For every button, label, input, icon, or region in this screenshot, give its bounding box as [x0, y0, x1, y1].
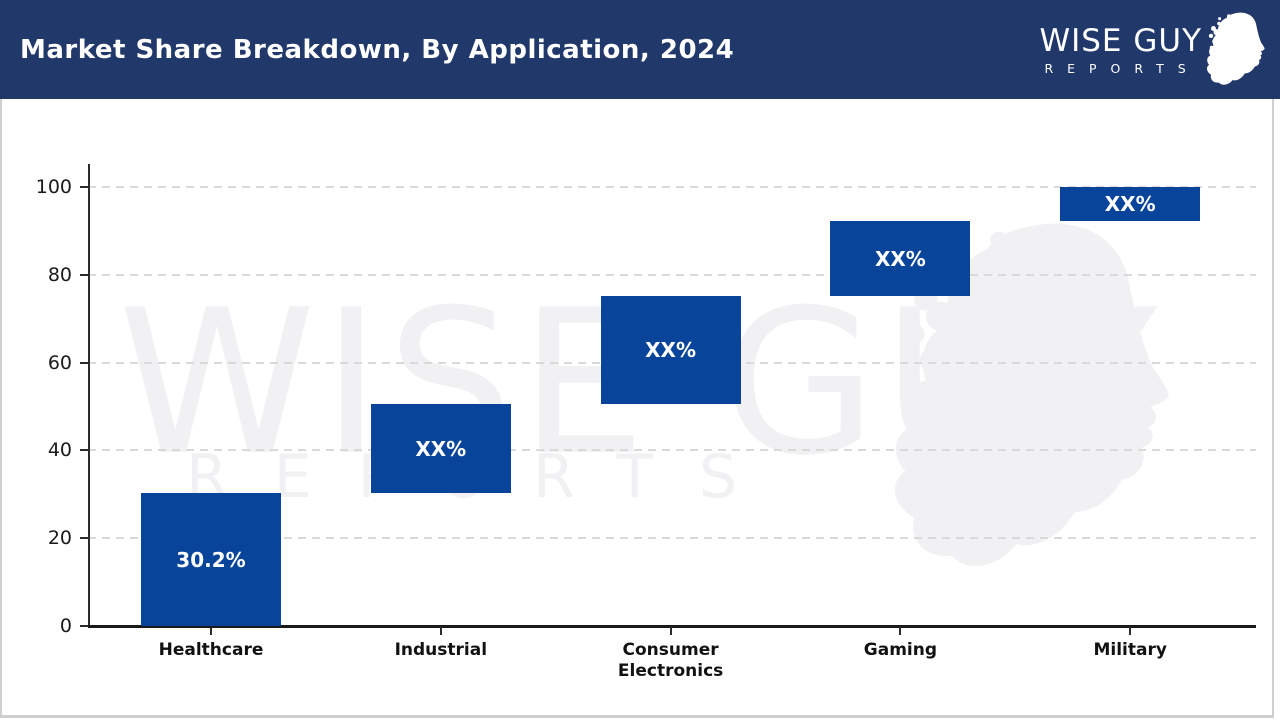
- gridline-40: [88, 449, 1256, 452]
- wise-guy-face-icon: [1206, 12, 1265, 85]
- y-tick-60: [80, 361, 88, 364]
- bar-military: XX%: [1060, 187, 1201, 222]
- x-axis-line: [88, 625, 1256, 628]
- y-tick-label-20: 20: [47, 527, 72, 550]
- y-tick-0: [80, 625, 88, 627]
- x-tick-consumer-electronics: [669, 627, 672, 635]
- y-axis-line: [88, 164, 90, 628]
- logo-wordmark: WISE GUY: [1039, 23, 1202, 60]
- y-tick-label-60: 60: [47, 351, 72, 374]
- x-tick-label-consumer-electronics: Consumer Electronics: [617, 640, 724, 681]
- wise-guy-logo: WISE GUY REPORTS: [1039, 7, 1266, 93]
- logo-subtitle: REPORTS: [1044, 60, 1200, 76]
- x-tick-label-military: Military: [1093, 640, 1167, 660]
- bar-label-industrial: XX%: [415, 436, 467, 461]
- x-tick-military: [1129, 627, 1132, 635]
- x-tick-label-industrial: Industrial: [394, 640, 488, 660]
- x-tick-label-gaming: Gaming: [863, 640, 938, 660]
- bottom-border: [0, 715, 1274, 718]
- logo-text: WISE GUY REPORTS: [1039, 24, 1202, 75]
- bar-consumer-electronics: XX%: [600, 295, 741, 405]
- bar-label-consumer-electronics: XX%: [645, 338, 697, 363]
- bar-gaming: XX%: [830, 221, 971, 296]
- y-tick-label-100: 100: [35, 176, 72, 198]
- y-tick-label-0: 0: [59, 615, 72, 637]
- bar-label-gaming: XX%: [874, 246, 926, 271]
- x-tick-gaming: [899, 627, 902, 635]
- header: Market Share Breakdown, By Application, …: [0, 0, 1280, 99]
- y-tick-label-40: 40: [47, 439, 72, 462]
- y-tick-80: [80, 273, 88, 276]
- bar-healthcare: 30.2%: [141, 493, 281, 626]
- gridline-100: [88, 186, 1256, 188]
- bar-label-healthcare: 30.2%: [176, 547, 246, 572]
- y-tick-label-80: 80: [47, 263, 72, 286]
- gridline-80: [88, 273, 1256, 276]
- y-tick-40: [80, 449, 88, 452]
- gridline-20: [88, 537, 1256, 540]
- right-border: [1272, 99, 1274, 717]
- x-tick-healthcare: [210, 627, 212, 635]
- page-title: Market Share Breakdown, By Application, …: [20, 34, 735, 65]
- bar-label-military: XX%: [1104, 192, 1156, 217]
- y-tick-20: [80, 537, 88, 540]
- left-border: [0, 99, 2, 717]
- bar-industrial: XX%: [370, 404, 511, 494]
- x-tick-industrial: [439, 627, 442, 635]
- x-tick-label-healthcare: Healthcare: [158, 640, 264, 660]
- y-tick-100: [80, 186, 88, 188]
- chart-area: WISE GUY REPORTS 02040608010030.2%Health…: [0, 99, 1280, 720]
